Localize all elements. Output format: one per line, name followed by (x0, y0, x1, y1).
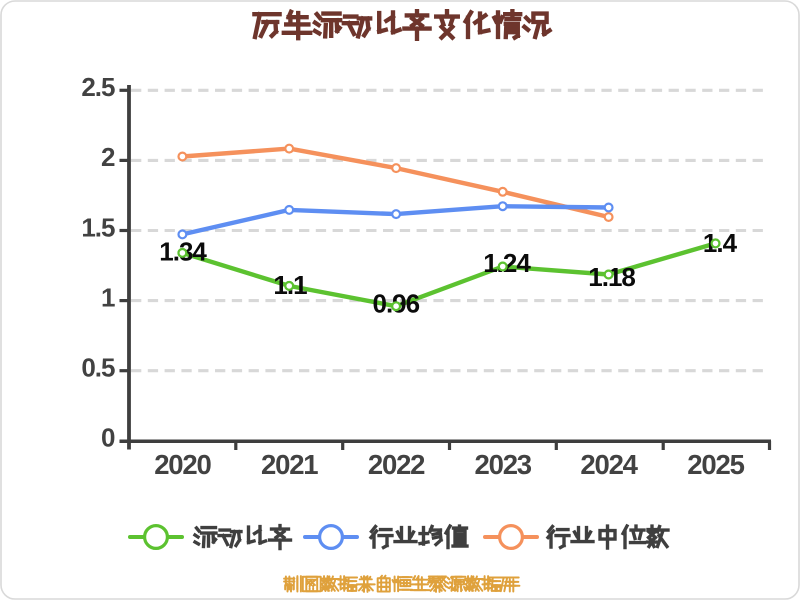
svg-text:1.24: 1.24 (483, 248, 531, 278)
svg-text:0: 0 (101, 423, 115, 453)
svg-text:2024: 2024 (580, 449, 638, 480)
svg-text:2: 2 (101, 142, 115, 172)
svg-text:1: 1 (101, 282, 115, 312)
svg-text:2022: 2022 (368, 449, 425, 480)
svg-text:2020: 2020 (154, 449, 211, 480)
svg-text:2025: 2025 (687, 449, 744, 480)
svg-text:2.5: 2.5 (81, 72, 115, 102)
svg-text:2021: 2021 (261, 449, 318, 480)
svg-text:0.5: 0.5 (81, 353, 115, 383)
svg-text:2023: 2023 (475, 449, 532, 480)
svg-text:1.5: 1.5 (81, 212, 115, 242)
svg-text:1.4: 1.4 (703, 228, 738, 258)
